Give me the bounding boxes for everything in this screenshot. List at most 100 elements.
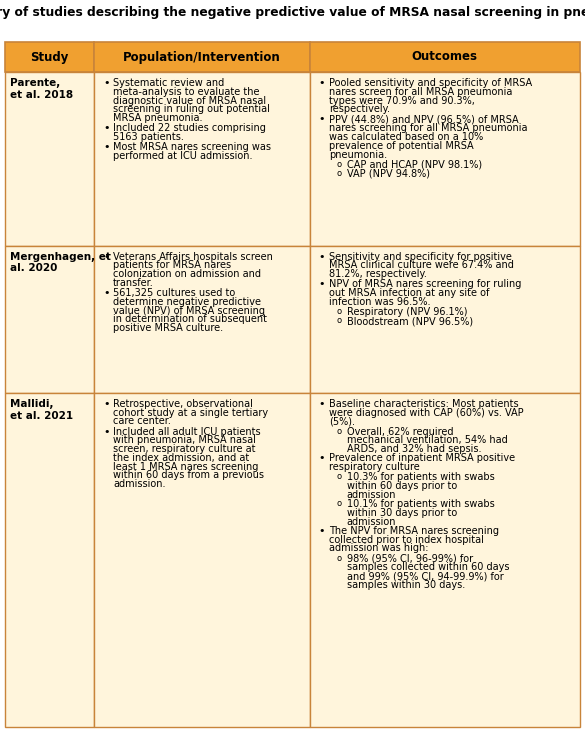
Text: collected prior to index hospital: collected prior to index hospital: [329, 534, 484, 545]
Text: Included 22 studies comprising: Included 22 studies comprising: [113, 124, 266, 133]
Text: determine negative predictive: determine negative predictive: [113, 297, 261, 307]
Text: Study: Study: [30, 50, 69, 64]
Text: Systematic review and: Systematic review and: [113, 78, 225, 88]
Text: o: o: [337, 317, 342, 325]
Text: CAP and HCAP (NPV 98.1%): CAP and HCAP (NPV 98.1%): [347, 160, 482, 170]
Text: nares screening for all MRSA pneumonia: nares screening for all MRSA pneumonia: [329, 124, 527, 133]
Text: value (NPV) of MRSA screening: value (NPV) of MRSA screening: [113, 306, 265, 316]
Text: nares screen for all MRSA pneumonia: nares screen for all MRSA pneumonia: [329, 87, 512, 96]
Text: MRSA pneumonia.: MRSA pneumonia.: [113, 113, 202, 123]
Text: •: •: [103, 143, 109, 152]
Bar: [94, 393, 309, 727]
Text: Parente,
et al. 2018: Parente, et al. 2018: [10, 78, 73, 99]
Text: were diagnosed with CAP (60%) vs. VAP: were diagnosed with CAP (60%) vs. VAP: [329, 408, 524, 417]
Text: Mallidi,
et al. 2021: Mallidi, et al. 2021: [10, 399, 73, 420]
Text: within 60 days prior to: within 60 days prior to: [347, 481, 457, 491]
Text: 81.2%, respectively.: 81.2%, respectively.: [329, 269, 426, 279]
Text: Mergenhagen, et
al. 2020: Mergenhagen, et al. 2020: [10, 251, 111, 273]
Text: cohort study at a single tertiary: cohort study at a single tertiary: [113, 408, 269, 417]
Text: 561,325 cultures used to: 561,325 cultures used to: [113, 288, 235, 298]
Text: •: •: [319, 115, 325, 124]
Text: o: o: [337, 169, 342, 178]
Text: o: o: [337, 427, 342, 436]
Text: o: o: [337, 499, 342, 508]
Bar: [5, 72, 94, 246]
Text: out MRSA infection at any site of: out MRSA infection at any site of: [329, 288, 489, 298]
Text: admission: admission: [347, 517, 396, 526]
Text: Retrospective, observational: Retrospective, observational: [113, 399, 253, 409]
Text: •: •: [319, 251, 325, 262]
Bar: [309, 72, 580, 246]
Bar: [5, 246, 94, 393]
Text: respectively.: respectively.: [329, 105, 390, 114]
Text: PPV (44.8%) and NPV (96.5%) of MRSA: PPV (44.8%) and NPV (96.5%) of MRSA: [329, 115, 518, 124]
Text: Overall, 62% required: Overall, 62% required: [347, 427, 453, 436]
Text: samples collected within 60 days: samples collected within 60 days: [347, 562, 510, 572]
Text: •: •: [103, 124, 109, 133]
Text: The NPV for MRSA nares screening: The NPV for MRSA nares screening: [329, 526, 499, 536]
Text: in determination of subsequent: in determination of subsequent: [113, 314, 267, 325]
Text: admission was high:: admission was high:: [329, 543, 428, 553]
Text: VAP (NPV 94.8%): VAP (NPV 94.8%): [347, 169, 430, 179]
Text: •: •: [319, 399, 325, 409]
Text: Summary of studies describing the negative predictive value of MRSA nasal screen: Summary of studies describing the negati…: [0, 6, 585, 19]
Text: Prevalence of inpatient MRSA positive: Prevalence of inpatient MRSA positive: [329, 453, 515, 463]
Text: was calculated based on a 10%: was calculated based on a 10%: [329, 132, 483, 142]
Text: Population/Intervention: Population/Intervention: [123, 50, 281, 64]
Text: •: •: [319, 453, 325, 463]
Text: •: •: [319, 78, 325, 88]
Text: o: o: [337, 472, 342, 482]
Text: pneumonia.: pneumonia.: [329, 150, 387, 159]
Text: respiratory culture: respiratory culture: [329, 462, 419, 472]
Bar: [309, 393, 580, 727]
Text: o: o: [337, 160, 342, 169]
Text: MRSA clinical culture were 67.4% and: MRSA clinical culture were 67.4% and: [329, 260, 514, 270]
Text: Most MRSA nares screening was: Most MRSA nares screening was: [113, 143, 271, 152]
Text: with pneumonia, MRSA nasal: with pneumonia, MRSA nasal: [113, 436, 256, 445]
Text: Included all adult ICU patients: Included all adult ICU patients: [113, 427, 261, 436]
Bar: [309, 42, 580, 72]
Text: and 99% (95% CI, 94-99.9%) for: and 99% (95% CI, 94-99.9%) for: [347, 571, 504, 581]
Text: Bloodstream (NPV 96.5%): Bloodstream (NPV 96.5%): [347, 317, 473, 326]
Text: patients for MRSA nares: patients for MRSA nares: [113, 260, 231, 270]
Text: 10.3% for patients with swabs: 10.3% for patients with swabs: [347, 472, 494, 482]
Bar: [5, 393, 94, 727]
Text: Baseline characteristics: Most patients: Baseline characteristics: Most patients: [329, 399, 518, 409]
Text: •: •: [103, 288, 109, 298]
Text: infection was 96.5%.: infection was 96.5%.: [329, 297, 430, 307]
Text: mechanical ventilation, 54% had: mechanical ventilation, 54% had: [347, 436, 508, 445]
Text: care center.: care center.: [113, 417, 171, 426]
Text: screening in ruling out potential: screening in ruling out potential: [113, 105, 270, 114]
Text: admission.: admission.: [113, 480, 166, 489]
Text: types were 70.9% and 90.3%,: types were 70.9% and 90.3%,: [329, 96, 474, 105]
Text: o: o: [337, 553, 342, 563]
Text: •: •: [103, 427, 109, 436]
Text: colonization on admission and: colonization on admission and: [113, 269, 261, 279]
Text: NPV of MRSA nares screening for ruling: NPV of MRSA nares screening for ruling: [329, 279, 521, 289]
Text: •: •: [103, 251, 109, 262]
Text: positive MRSA culture.: positive MRSA culture.: [113, 323, 223, 333]
Text: ARDS, and 32% had sepsis.: ARDS, and 32% had sepsis.: [347, 444, 481, 454]
Text: diagnostic value of MRSA nasal: diagnostic value of MRSA nasal: [113, 96, 266, 105]
Bar: [94, 246, 309, 393]
Text: screen, respiratory culture at: screen, respiratory culture at: [113, 444, 256, 454]
Text: Respiratory (NPV 96.1%): Respiratory (NPV 96.1%): [347, 307, 467, 317]
Text: Veterans Affairs hospitals screen: Veterans Affairs hospitals screen: [113, 251, 273, 262]
Text: the index admission, and at: the index admission, and at: [113, 453, 249, 463]
Text: performed at ICU admission.: performed at ICU admission.: [113, 151, 253, 161]
Text: Outcomes: Outcomes: [412, 50, 478, 64]
Text: 10.1% for patients with swabs: 10.1% for patients with swabs: [347, 499, 494, 509]
Text: samples within 30 days.: samples within 30 days.: [347, 580, 465, 590]
Text: prevalence of potential MRSA: prevalence of potential MRSA: [329, 141, 473, 151]
Text: within 30 days prior to: within 30 days prior to: [347, 508, 457, 518]
Text: Pooled sensitivity and specificity of MRSA: Pooled sensitivity and specificity of MR…: [329, 78, 532, 88]
Text: (5%).: (5%).: [329, 417, 355, 426]
Bar: [94, 42, 309, 72]
Text: transfer.: transfer.: [113, 278, 154, 288]
Text: •: •: [103, 78, 109, 88]
Text: least 1 MRSA nares screening: least 1 MRSA nares screening: [113, 462, 259, 471]
Text: admission: admission: [347, 490, 396, 500]
Text: •: •: [103, 399, 109, 409]
Bar: [94, 72, 309, 246]
Text: Sensitivity and specificity for positive: Sensitivity and specificity for positive: [329, 251, 512, 262]
